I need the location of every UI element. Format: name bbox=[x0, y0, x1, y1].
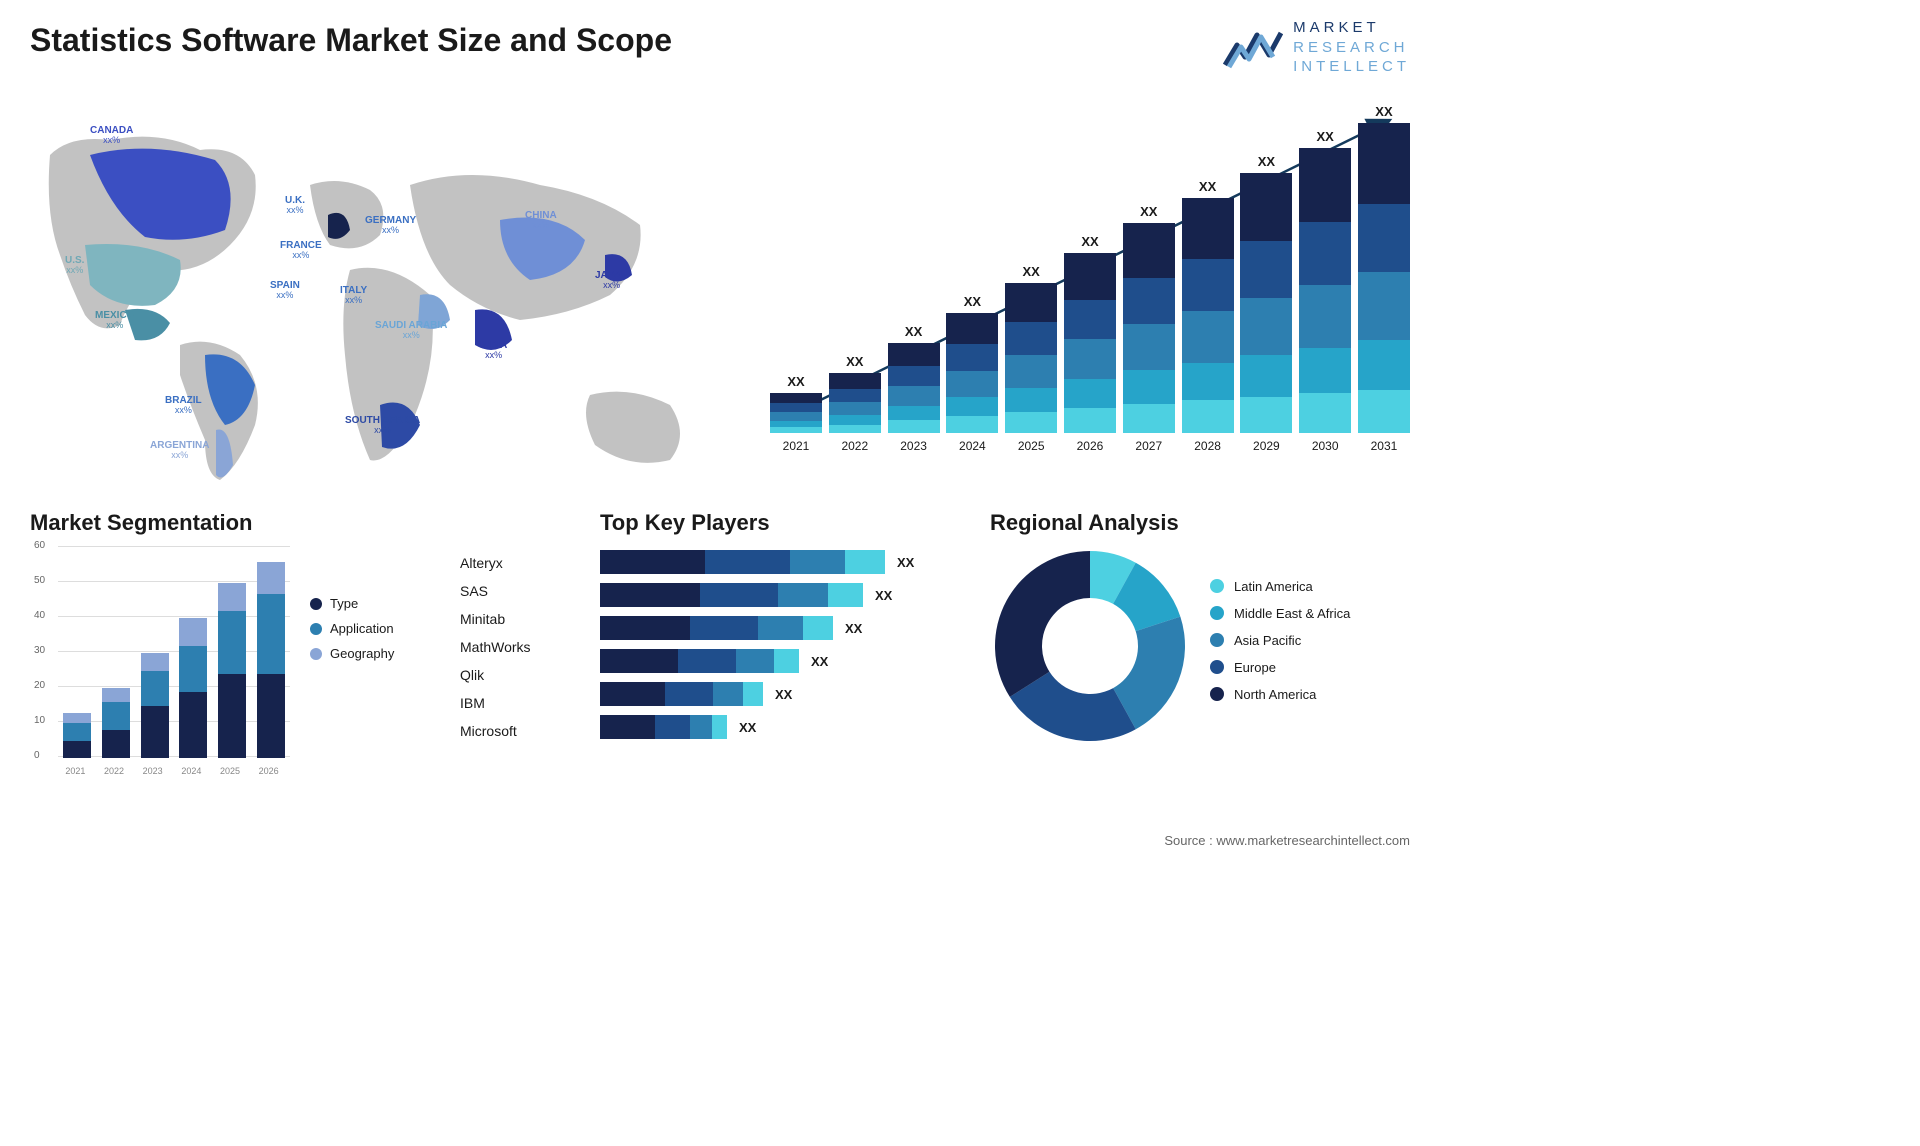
growth-bar: XX2027 bbox=[1123, 204, 1175, 453]
growth-bar: XX2024 bbox=[946, 294, 998, 453]
growth-bar: XX2030 bbox=[1299, 129, 1351, 453]
player-bar: XX bbox=[600, 649, 970, 673]
page-title: Statistics Software Market Size and Scop… bbox=[30, 22, 672, 59]
player-name: Minitab bbox=[460, 611, 590, 627]
player-name: Qlik bbox=[460, 667, 590, 683]
player-bar: XX bbox=[600, 616, 970, 640]
logo-line1: MARKET bbox=[1293, 18, 1410, 38]
map-label: SAUDI ARABIAxx% bbox=[375, 320, 447, 341]
regional-legend-item: Europe bbox=[1210, 660, 1350, 675]
segmentation-legend: Type Application Geography bbox=[310, 596, 394, 671]
growth-bar: XX2028 bbox=[1182, 179, 1234, 453]
logo-icon bbox=[1223, 25, 1283, 69]
segmentation-title: Market Segmentation bbox=[30, 510, 450, 536]
seg-bar bbox=[218, 583, 246, 758]
market-segmentation: Market Segmentation 01020304050602021202… bbox=[30, 510, 450, 776]
seg-bar bbox=[141, 653, 169, 758]
growth-bar: XX2026 bbox=[1064, 234, 1116, 453]
player-bar: XX bbox=[600, 583, 970, 607]
player-bar: XX bbox=[600, 682, 970, 706]
map-label: INDIAxx% bbox=[480, 340, 507, 361]
player-name: SAS bbox=[460, 583, 590, 599]
regional-legend-item: Middle East & Africa bbox=[1210, 606, 1350, 621]
regional-analysis: Regional Analysis Latin America Middle Ea… bbox=[990, 510, 1410, 746]
growth-bar: XX2022 bbox=[829, 354, 881, 453]
map-label: MEXICOxx% bbox=[95, 310, 134, 331]
regional-legend-item: North America bbox=[1210, 687, 1350, 702]
top-key-players: Top Key Players XX XX XX XX XX XX bbox=[600, 510, 970, 748]
growth-bar: XX2031 bbox=[1358, 104, 1410, 453]
regional-title: Regional Analysis bbox=[990, 510, 1410, 536]
player-name: IBM bbox=[460, 695, 590, 711]
map-label: CANADAxx% bbox=[90, 125, 133, 146]
map-label: JAPANxx% bbox=[595, 270, 628, 291]
seg-bar bbox=[257, 562, 285, 758]
growth-chart: XX2021XX2022XX2023XX2024XX2025XX2026XX20… bbox=[770, 95, 1410, 475]
segmentation-chart: 0102030405060202120222023202420252026 bbox=[30, 546, 290, 776]
growth-bar: XX2023 bbox=[888, 324, 940, 453]
map-label: SOUTH AFRICAxx% bbox=[345, 415, 420, 436]
map-label: FRANCExx% bbox=[280, 240, 322, 261]
map-label: CHINAxx% bbox=[525, 210, 557, 231]
top-players-chart: XX XX XX XX XX XX bbox=[600, 550, 970, 739]
map-label: BRAZILxx% bbox=[165, 395, 202, 416]
regional-legend: Latin America Middle East & Africa Asia Pa… bbox=[1210, 579, 1350, 714]
map-label: U.S.xx% bbox=[65, 255, 84, 276]
map-label: U.K.xx% bbox=[285, 195, 305, 216]
player-name: Microsoft bbox=[460, 723, 590, 739]
seg-bar bbox=[102, 688, 130, 758]
top-players-title: Top Key Players bbox=[600, 510, 970, 536]
logo-line2: RESEARCH bbox=[1293, 38, 1410, 58]
map-label: GERMANYxx% bbox=[365, 215, 416, 236]
world-map: CANADAxx% U.S.xx% MEXICOxx% BRAZILxx% ARGENT… bbox=[30, 95, 730, 495]
map-label: SPAINxx% bbox=[270, 280, 300, 301]
seg-bar bbox=[63, 713, 91, 759]
players-list: Alteryx SAS Minitab MathWorks Qlik IBM Microso… bbox=[460, 555, 590, 751]
player-name: Alteryx bbox=[460, 555, 590, 571]
map-label: ARGENTINAxx% bbox=[150, 440, 209, 461]
regional-legend-item: Latin America bbox=[1210, 579, 1350, 594]
player-bar: XX bbox=[600, 550, 970, 574]
player-name: MathWorks bbox=[460, 639, 590, 655]
seg-legend-item: Geography bbox=[310, 646, 394, 661]
regional-legend-item: Asia Pacific bbox=[1210, 633, 1350, 648]
brand-logo: MARKET RESEARCH INTELLECT bbox=[1223, 18, 1410, 77]
donut-slice bbox=[995, 551, 1090, 697]
growth-bar: XX2021 bbox=[770, 374, 822, 453]
logo-line3: INTELLECT bbox=[1293, 57, 1410, 77]
source-text: Source : www.marketresearchintellect.com bbox=[1164, 833, 1410, 848]
map-label: ITALYxx% bbox=[340, 285, 367, 306]
growth-bar: XX2025 bbox=[1005, 264, 1057, 453]
regional-donut bbox=[990, 546, 1190, 746]
growth-bar: XX2029 bbox=[1240, 154, 1292, 453]
seg-legend-item: Application bbox=[310, 621, 394, 636]
seg-legend-item: Type bbox=[310, 596, 394, 611]
player-bar: XX bbox=[600, 715, 970, 739]
seg-bar bbox=[179, 618, 207, 758]
